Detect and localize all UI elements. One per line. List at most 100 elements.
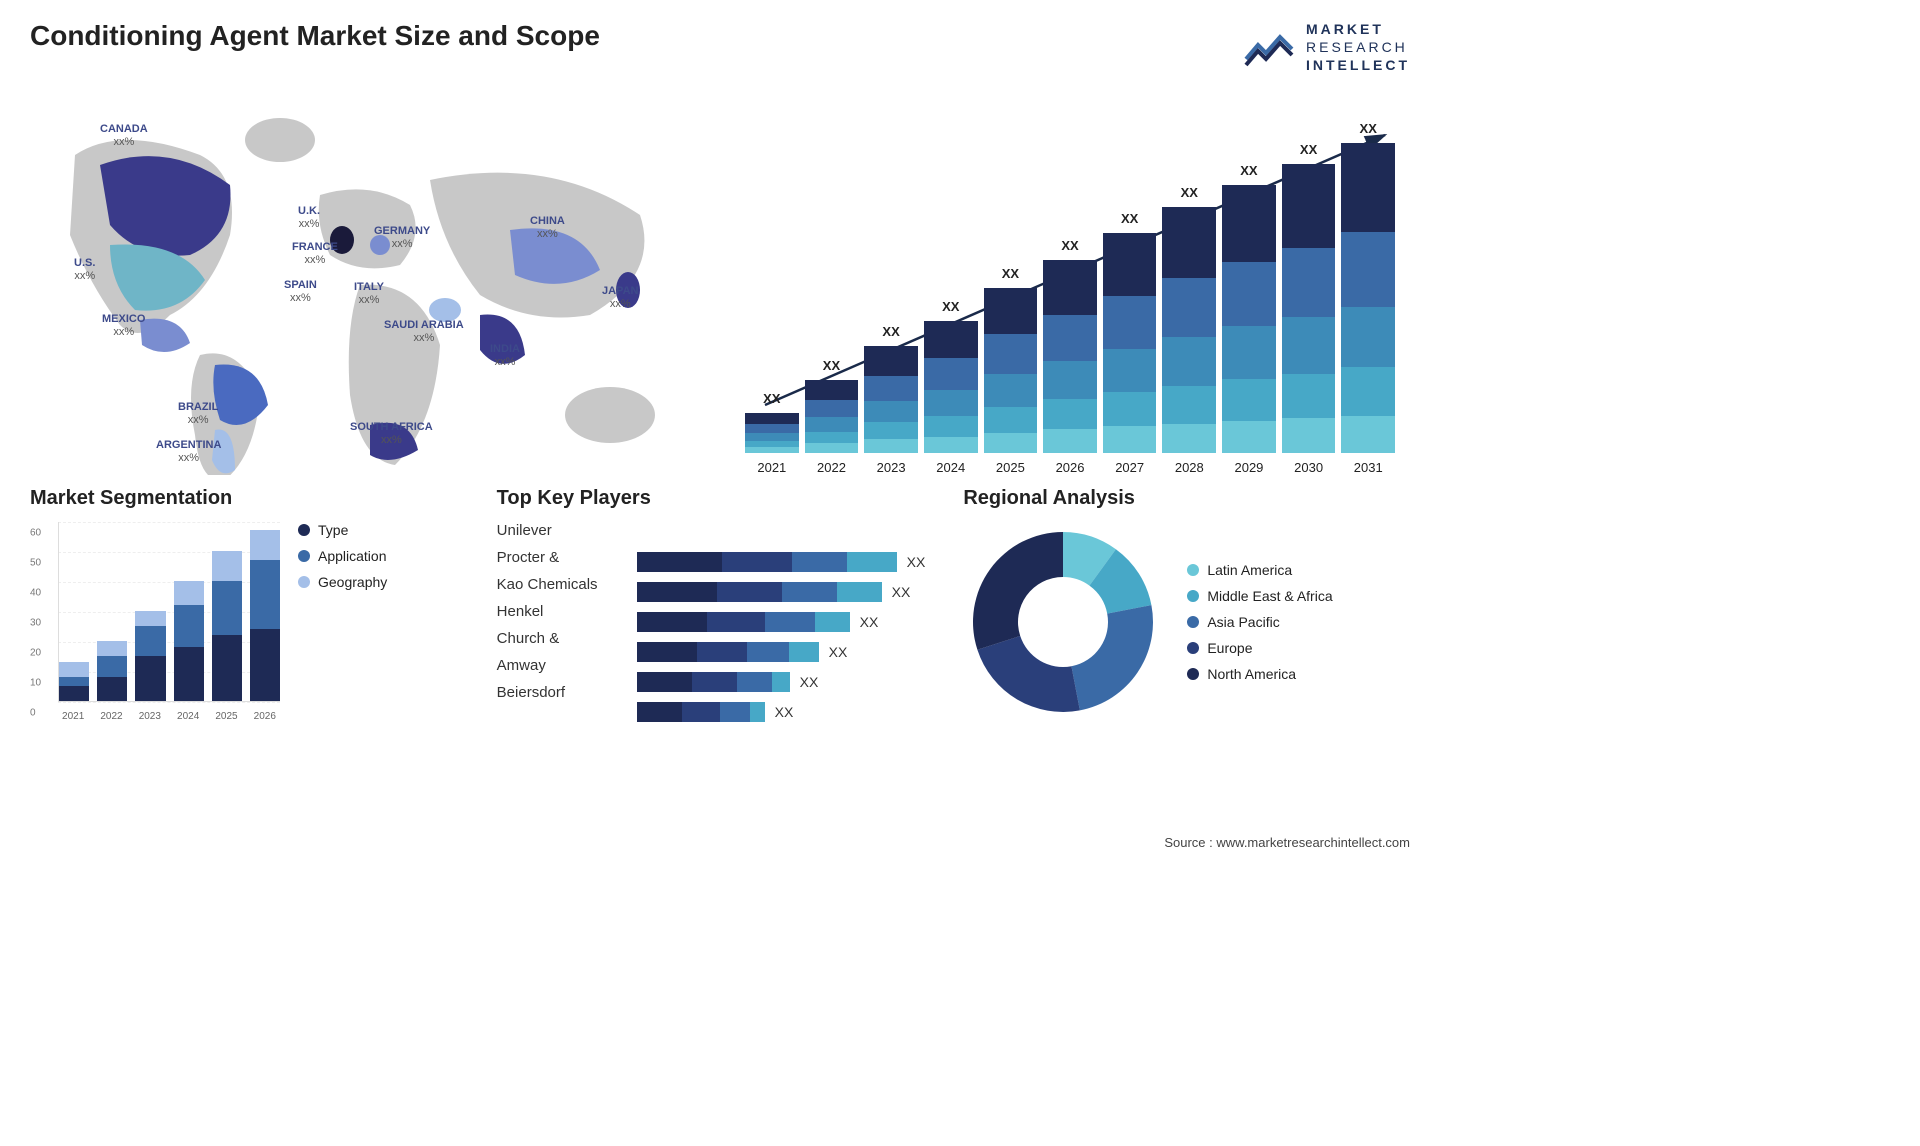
- growth-bar-seg: [1162, 337, 1216, 386]
- legend-swatch: [1187, 642, 1199, 654]
- growth-bar-seg: [1222, 185, 1276, 263]
- player-name: Henkel: [497, 603, 627, 620]
- growth-bar-seg: [1282, 164, 1336, 248]
- growth-bar-seg: [805, 417, 859, 431]
- logo-line1: MARKET: [1306, 21, 1384, 37]
- map-label-mexico: MEXICOxx%: [102, 313, 145, 339]
- legend-swatch: [1187, 616, 1199, 628]
- growth-bar-seg: [1282, 248, 1336, 318]
- player-bar-value: XX: [829, 644, 848, 660]
- logo-line3: INTELLECT: [1306, 57, 1410, 73]
- growth-xaxis-year: 2031: [1341, 460, 1395, 475]
- player-bar: [637, 612, 850, 632]
- player-bar-seg: [747, 642, 789, 662]
- player-bar-row: XX: [637, 642, 944, 662]
- growth-xaxis-year: 2030: [1282, 460, 1336, 475]
- seg-bar-seg: [212, 551, 242, 581]
- growth-bar-seg: [1341, 367, 1395, 416]
- growth-bar-2022: XX: [805, 380, 859, 452]
- donut-slice-europe: [978, 635, 1080, 711]
- map-label-brazil: BRAZILxx%: [178, 401, 218, 427]
- logo-icon: [1244, 27, 1296, 67]
- growth-bar-seg: [1341, 232, 1395, 307]
- player-name: Procter &: [497, 549, 627, 566]
- seg-bar-seg: [97, 677, 127, 701]
- player-bar-seg: [637, 582, 717, 602]
- growth-chart: XXXXXXXXXXXXXXXXXXXXXX 20212022202320242…: [730, 85, 1410, 475]
- growth-bar-label: XX: [1103, 211, 1157, 226]
- legend-label: Type: [318, 522, 348, 538]
- seg-bar-2024: [174, 581, 204, 701]
- seg-legend-item: Geography: [298, 574, 387, 590]
- player-bar-row: [637, 522, 944, 542]
- growth-bar-seg: [924, 416, 978, 437]
- growth-bar-seg: [924, 437, 978, 453]
- regional-legend-item: Asia Pacific: [1187, 614, 1332, 630]
- legend-swatch: [1187, 590, 1199, 602]
- seg-ytick: 10: [30, 677, 41, 688]
- growth-bar-label: XX: [1222, 163, 1276, 178]
- growth-bar-seg: [984, 288, 1038, 334]
- growth-bar-seg: [1162, 424, 1216, 453]
- seg-ytick: 60: [30, 527, 41, 538]
- growth-bar-2026: XX: [1043, 260, 1097, 453]
- seg-xaxis-year: 2023: [135, 711, 165, 722]
- growth-bar-seg: [1222, 262, 1276, 326]
- segmentation-chart: 0102030405060 202120222023202420252026: [30, 522, 280, 722]
- seg-bar-seg: [59, 662, 89, 677]
- growth-bar-seg: [1282, 317, 1336, 373]
- growth-bar-seg: [1043, 399, 1097, 429]
- growth-bar-seg: [1162, 386, 1216, 424]
- growth-bar-label: XX: [864, 324, 918, 339]
- growth-bar-label: XX: [1043, 238, 1097, 253]
- player-bar: [637, 702, 765, 722]
- player-name: Kao Chemicals: [497, 576, 627, 593]
- seg-bar-2022: [97, 641, 127, 701]
- growth-bar-seg: [1162, 207, 1216, 278]
- growth-bar-seg: [1222, 326, 1276, 379]
- player-bar-row: XX: [637, 582, 944, 602]
- player-bar-seg: [692, 672, 737, 692]
- seg-bar-seg: [135, 611, 165, 626]
- players-panel: Top Key Players UnileverProcter &Kao Che…: [497, 487, 944, 722]
- growth-bar-seg: [1282, 374, 1336, 419]
- player-name: Unilever: [497, 522, 627, 539]
- player-bar-seg: [717, 582, 782, 602]
- player-bar: [637, 672, 790, 692]
- growth-bar-seg: [1341, 416, 1395, 453]
- growth-bar-seg: [864, 422, 918, 439]
- player-bar: [637, 582, 882, 602]
- growth-xaxis-year: 2028: [1162, 460, 1216, 475]
- player-bar-seg: [722, 552, 792, 572]
- growth-bar-seg: [924, 390, 978, 416]
- seg-bar-seg: [212, 581, 242, 635]
- growth-bar-seg: [805, 432, 859, 444]
- player-bar-value: XX: [892, 584, 911, 600]
- growth-bar-seg: [1282, 418, 1336, 452]
- player-bar-seg: [637, 552, 722, 572]
- seg-xaxis-year: 2022: [96, 711, 126, 722]
- growth-bar-seg: [805, 443, 859, 452]
- segmentation-legend: TypeApplicationGeography: [298, 522, 387, 722]
- legend-label: Europe: [1207, 640, 1252, 656]
- legend-swatch: [1187, 668, 1199, 680]
- map-label-italy: ITALYxx%: [354, 281, 384, 307]
- growth-bar-label: XX: [805, 358, 859, 373]
- growth-bar-seg: [984, 334, 1038, 373]
- player-bar-seg: [707, 612, 765, 632]
- map-label-south-africa: SOUTH AFRICAxx%: [350, 421, 433, 447]
- seg-ytick: 50: [30, 557, 41, 568]
- player-bar-row: XX: [637, 702, 944, 722]
- seg-ytick: 30: [30, 617, 41, 628]
- seg-bar-seg: [174, 581, 204, 605]
- seg-ytick: 0: [30, 707, 36, 718]
- growth-bar-seg: [1222, 379, 1276, 421]
- growth-bar-2021: XX: [745, 413, 799, 452]
- player-bar-seg: [765, 612, 815, 632]
- growth-xaxis-year: 2023: [864, 460, 918, 475]
- growth-bar-seg: [1103, 233, 1157, 296]
- growth-bar-label: XX: [984, 266, 1038, 281]
- seg-bar-seg: [250, 560, 280, 629]
- player-bar-row: XX: [637, 672, 944, 692]
- player-name: Beiersdorf: [497, 684, 627, 701]
